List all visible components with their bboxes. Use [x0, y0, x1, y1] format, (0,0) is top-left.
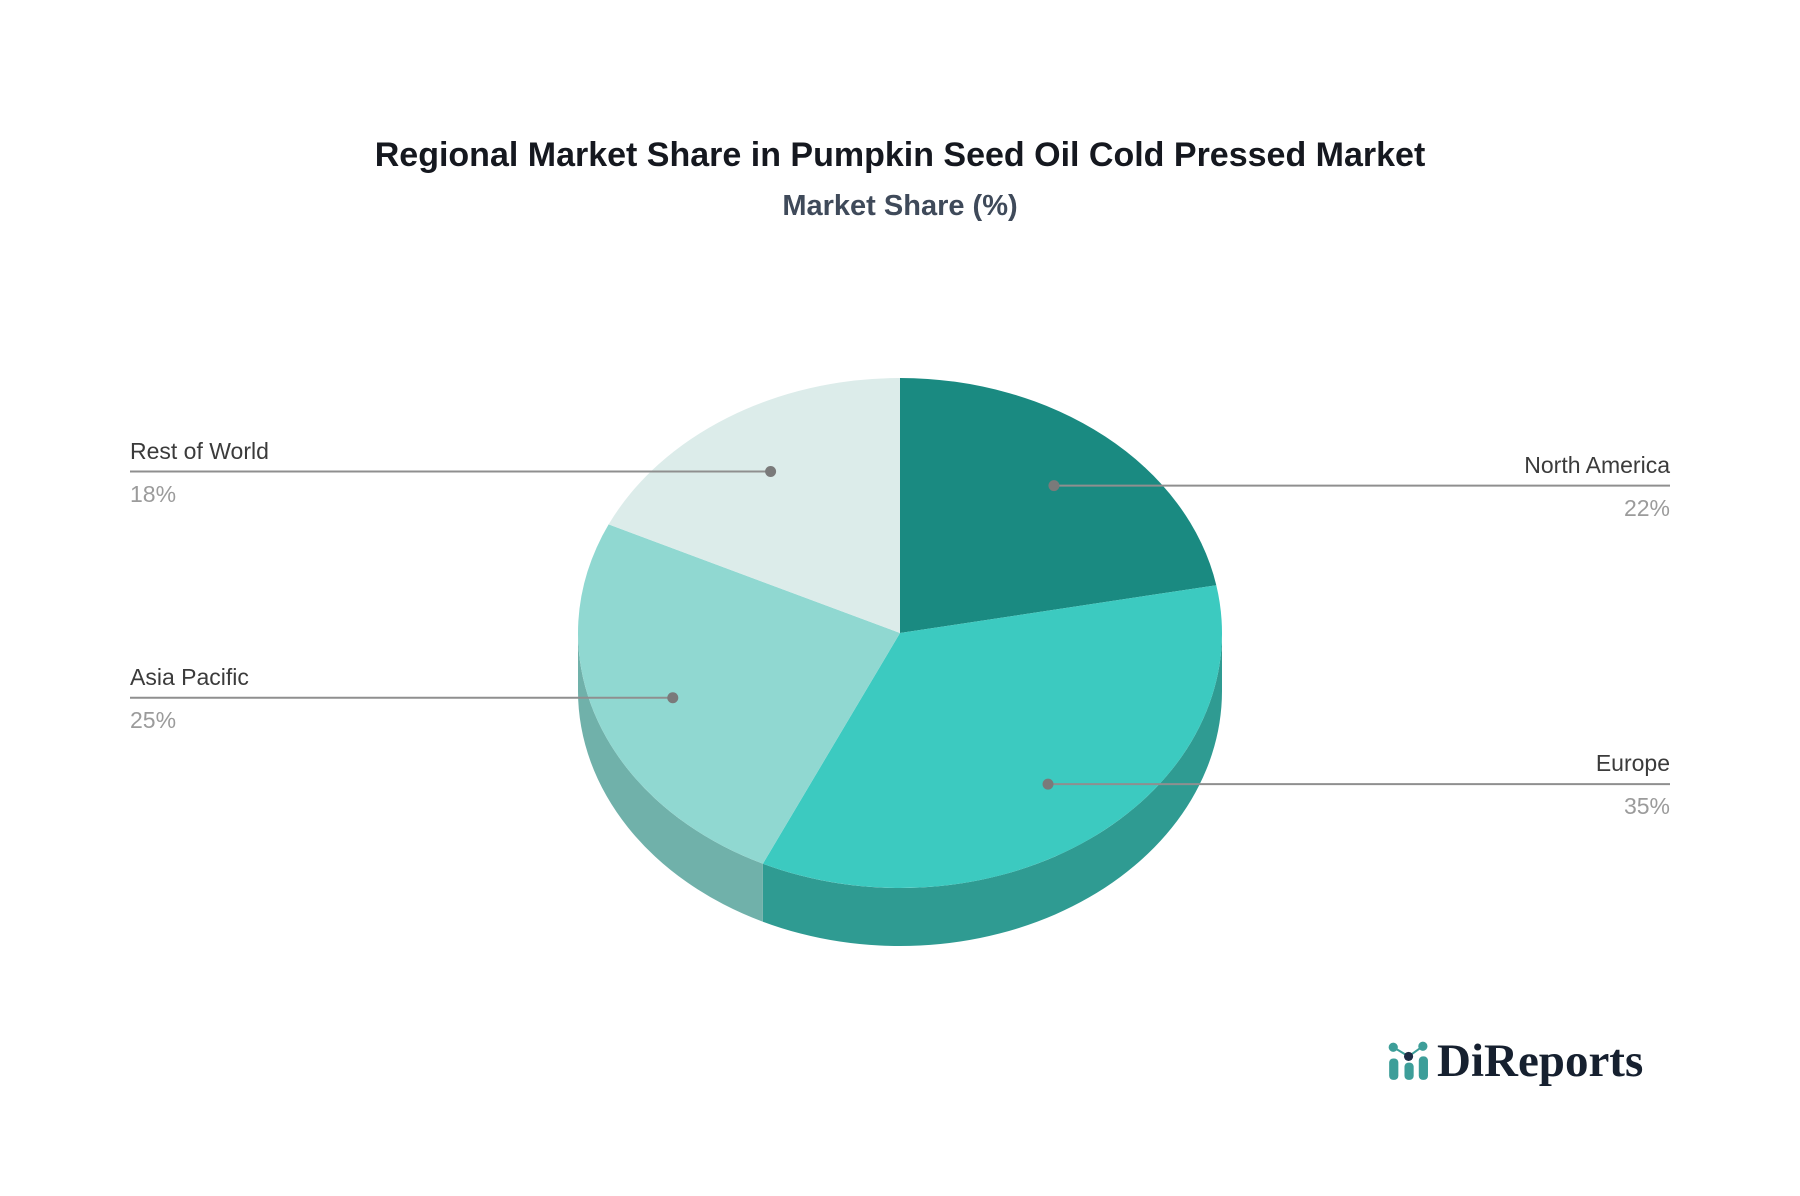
slice-value: 18% — [130, 480, 177, 507]
callout-leader-dot — [667, 692, 679, 704]
callout-leader-dot — [1042, 778, 1054, 790]
slice-label: Europe — [1595, 750, 1670, 777]
slice-value: 35% — [1623, 793, 1670, 820]
pie-slice — [900, 378, 1217, 633]
direports-logo-icon — [1388, 1041, 1428, 1080]
pie-slice — [578, 524, 900, 864]
pie-slice — [762, 585, 1223, 889]
direports-logo-text: DiReports — [1437, 1034, 1644, 1087]
slice-label: Rest of World — [130, 437, 269, 464]
slice-label: North America — [1524, 451, 1670, 478]
pie-slice-side — [578, 633, 763, 922]
slice-value: 22% — [1623, 494, 1670, 521]
pie-slice-side — [762, 633, 1222, 946]
chart-subtitle: Market Share (%) — [782, 190, 1018, 222]
callout-leader-dot — [765, 466, 777, 478]
callout-leader-dot — [1048, 480, 1060, 492]
direports-logo: DiReports — [1382, 1034, 1644, 1087]
slice-value: 25% — [130, 706, 177, 733]
chart-title: Regional Market Share in Pumpkin Seed Oi… — [374, 136, 1426, 174]
slice-label: Asia Pacific — [130, 663, 249, 690]
pie-slice — [608, 378, 900, 633]
